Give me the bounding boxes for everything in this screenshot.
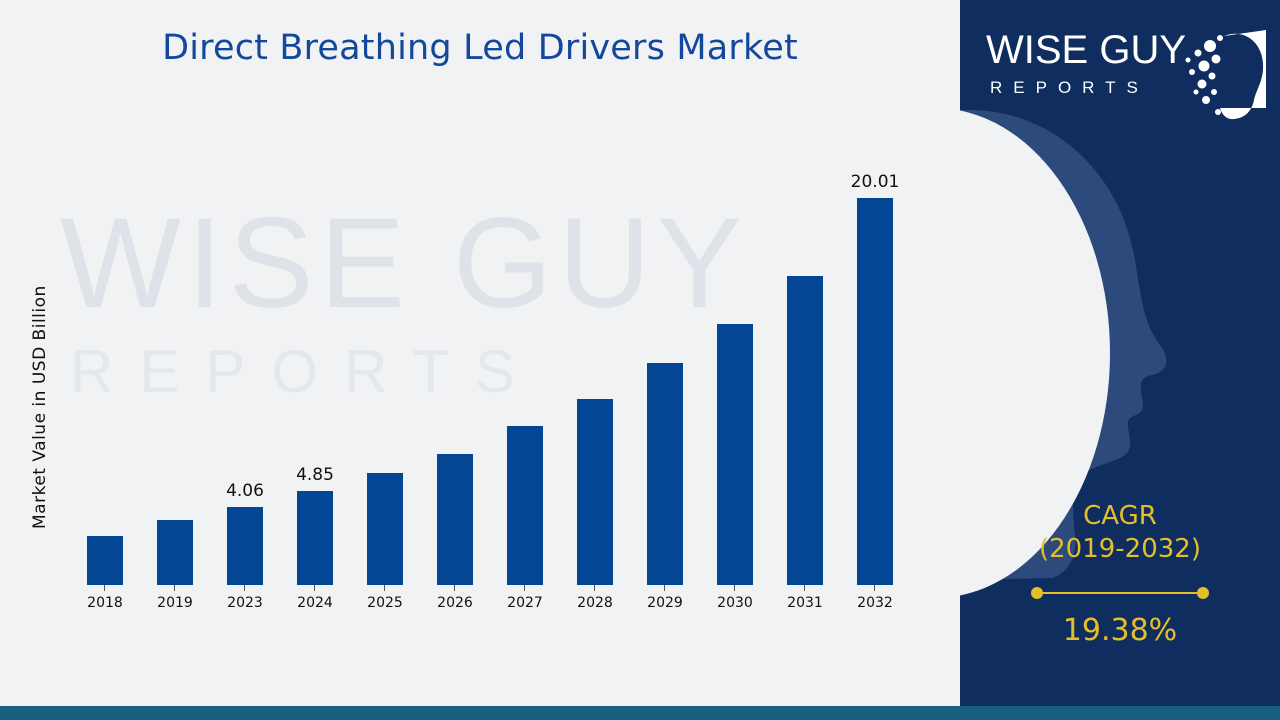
bar (297, 491, 333, 585)
cagr-block: CAGR (2019-2032) 19.38% (960, 500, 1280, 648)
page-title: Direct Breathing Led Drivers Market (162, 28, 798, 68)
bar-value-label: 4.85 (296, 465, 334, 485)
bar-column: 4.85 2024 (280, 150, 350, 611)
x-axis-tick-label: 2031 (787, 595, 823, 611)
bar-chart: Market Value in USD Billion 2018 2019 4.06… (30, 150, 910, 611)
bar (857, 198, 893, 585)
x-axis-tick-label: 2023 (227, 595, 263, 611)
bar (87, 536, 123, 585)
bar-column: 20.01 2032 (840, 150, 910, 611)
bar-column: 2026 (420, 150, 490, 611)
bar-column: 2019 (140, 150, 210, 611)
cagr-label-line-2: (2019-2032) (1038, 534, 1201, 565)
bar-column: 2028 (560, 150, 630, 611)
bar-column: 2025 (350, 150, 420, 611)
x-axis-tick-label: 2032 (857, 595, 893, 611)
bar (787, 276, 823, 585)
x-axis-tick-label: 2028 (577, 595, 613, 611)
bar-column: 2029 (630, 150, 700, 611)
x-axis-tick (874, 585, 875, 591)
x-axis-tick-label: 2019 (157, 595, 193, 611)
bar (577, 399, 613, 585)
x-axis-tick (454, 585, 455, 591)
x-axis-tick-label: 2030 (717, 595, 753, 611)
bar-column: 4.06 2023 (210, 150, 280, 611)
divider-line (1036, 591, 1204, 594)
bar (437, 454, 473, 585)
divider-dot-right (1197, 586, 1209, 599)
bar-column: 2027 (490, 150, 560, 611)
bar (647, 363, 683, 585)
y-axis-label: Market Value in USD Billion (30, 285, 50, 529)
x-axis-tick (104, 585, 105, 591)
x-axis-tick (384, 585, 385, 591)
bar-column: 2018 (70, 150, 140, 611)
x-axis-tick-label: 2027 (507, 595, 543, 611)
logo-primary-text: WISE GUY (986, 28, 1187, 72)
bottom-accent-strip (0, 706, 1280, 720)
bar-value-label: 20.01 (850, 172, 900, 192)
dotted-head-profile-icon (1185, 30, 1266, 120)
x-axis-tick (664, 585, 665, 591)
brand-panel: WISE GUY REPORTS CAGR (960, 0, 1280, 706)
x-axis-tick-label: 2026 (437, 595, 473, 611)
bar-column: 2030 (700, 150, 770, 611)
x-axis-tick-label: 2029 (647, 595, 683, 611)
bar-value-label: 4.06 (226, 481, 264, 501)
bar (367, 473, 403, 585)
cagr-label-line-1: CAGR (1083, 501, 1157, 531)
x-axis-tick (524, 585, 525, 591)
brand-logo: WISE GUY REPORTS (986, 30, 1266, 120)
x-axis-tick (594, 585, 595, 591)
cagr-value: 19.38% (1062, 612, 1178, 648)
cagr-divider (1031, 586, 1209, 599)
bar-column: 2031 (770, 150, 840, 611)
x-axis-tick-label: 2018 (87, 595, 123, 611)
x-axis-tick (734, 585, 735, 591)
x-axis-tick-label: 2024 (297, 595, 333, 611)
x-axis-tick (314, 585, 315, 591)
x-axis-tick (174, 585, 175, 591)
x-axis-tick-label: 2025 (367, 595, 403, 611)
bar (157, 520, 193, 585)
plot-area: 2018 2019 4.06 2023 4.85 2024 2025 2026 2027 2028… (70, 150, 910, 611)
bar (227, 507, 263, 585)
bar (717, 324, 753, 585)
bar (507, 426, 543, 585)
logo-secondary-text: REPORTS (990, 78, 1149, 97)
x-axis-tick (244, 585, 245, 591)
x-axis-tick (804, 585, 805, 591)
